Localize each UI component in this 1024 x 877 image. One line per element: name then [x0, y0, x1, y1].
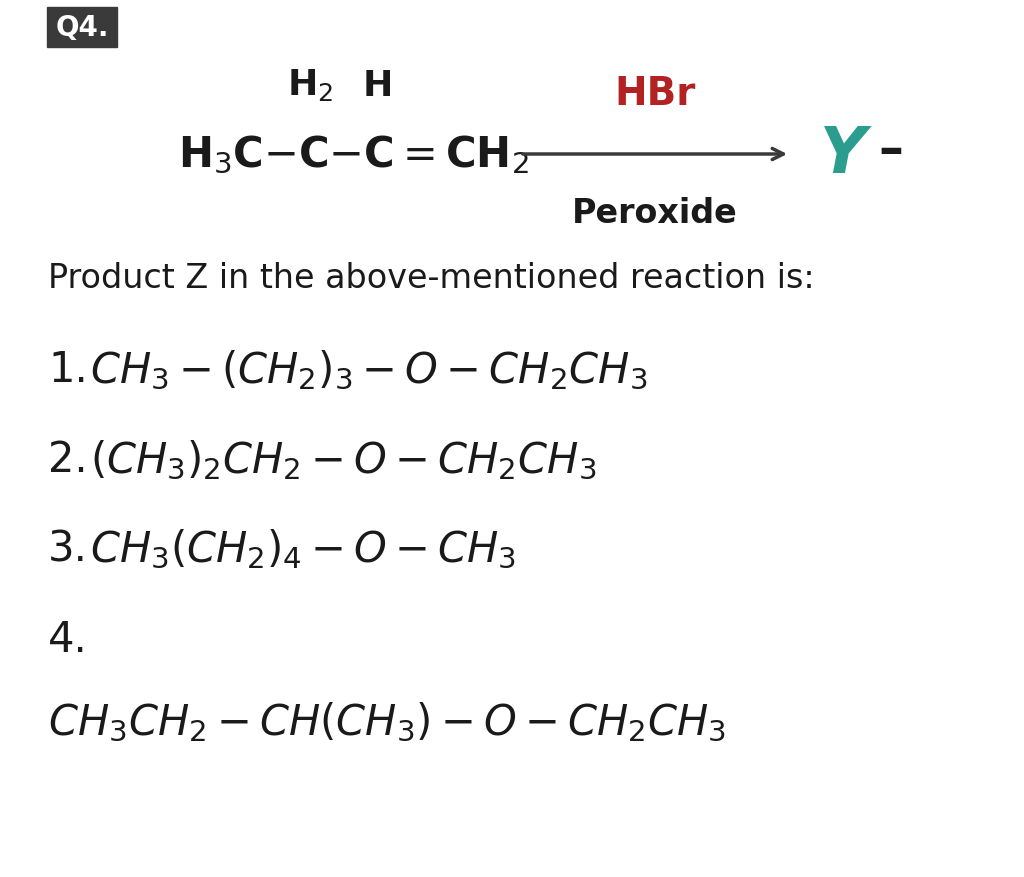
Text: –: –: [878, 127, 903, 175]
Text: Peroxide: Peroxide: [572, 196, 738, 230]
Text: Q4.: Q4.: [55, 14, 109, 42]
Text: $CH_3-(CH_2)_3-O-CH_2CH_3$: $CH_3-(CH_2)_3-O-CH_2CH_3$: [90, 348, 647, 391]
Text: $CH_3CH_2-CH(CH_3)-O-CH_2CH_3$: $CH_3CH_2-CH(CH_3)-O-CH_2CH_3$: [48, 701, 726, 744]
Text: 1.: 1.: [48, 348, 88, 390]
Text: $(CH_3)_2CH_2-O-CH_2CH_3$: $(CH_3)_2CH_2-O-CH_2CH_3$: [90, 438, 596, 481]
Text: Y: Y: [820, 124, 866, 186]
Text: H$_3$C$-$C$-$C$=$CH$_2$: H$_3$C$-$C$-$C$=$CH$_2$: [178, 134, 528, 176]
Text: $CH_3(CH_2)_4-O-CH_3$: $CH_3(CH_2)_4-O-CH_3$: [90, 528, 516, 571]
Text: 2.: 2.: [48, 438, 88, 481]
Text: Product Z in the above-mentioned reaction is:: Product Z in the above-mentioned reactio…: [48, 261, 815, 294]
Text: 3.: 3.: [48, 529, 88, 570]
Text: H$_2$: H$_2$: [287, 67, 333, 103]
FancyBboxPatch shape: [47, 8, 117, 48]
Text: H: H: [362, 69, 393, 103]
Text: HBr: HBr: [614, 75, 695, 113]
Text: 4.: 4.: [48, 618, 88, 660]
